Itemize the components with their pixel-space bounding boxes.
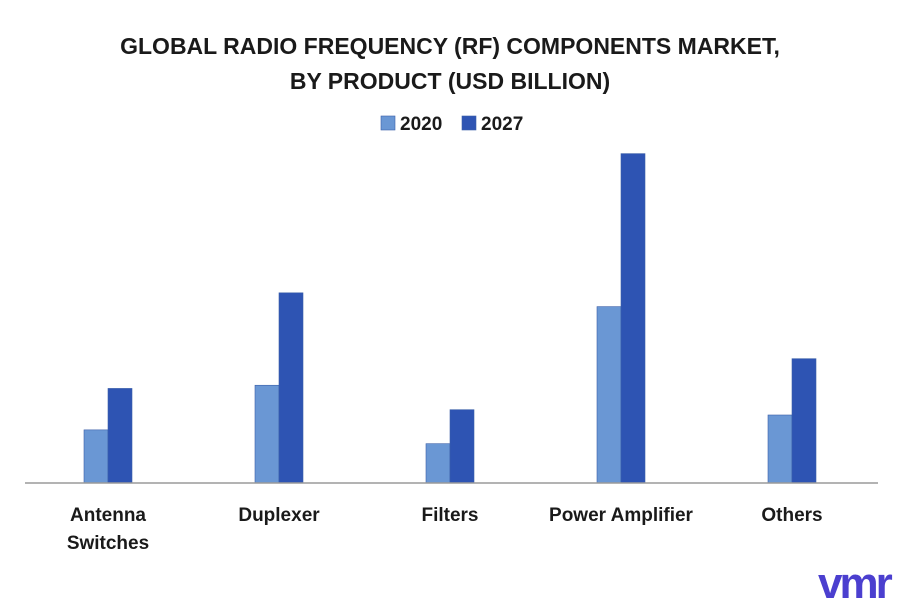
chart-title-line-1: GLOBAL RADIO FREQUENCY (RF) COMPONENTS M… xyxy=(120,33,780,59)
legend-label-2020: 2020 xyxy=(400,114,442,135)
bar-2020-0 xyxy=(83,429,109,484)
bar-2020-1 xyxy=(254,384,280,484)
legend-label-2027: 2027 xyxy=(481,114,523,135)
bar-2027-4 xyxy=(791,358,817,484)
bar-2027-0 xyxy=(107,388,133,484)
category-label-1-0: Duplexer xyxy=(238,505,320,526)
category-label-2-0: Filters xyxy=(421,505,478,526)
logo-wordmark: vmr xyxy=(818,559,893,608)
bar-2027-2 xyxy=(449,409,475,484)
bar-2020-3 xyxy=(596,306,622,484)
bar-2020-2 xyxy=(425,443,451,484)
category-label-3-0: Power Amplifier xyxy=(549,505,694,526)
category-label-0-1: Switches xyxy=(67,533,149,554)
legend-swatch-2020 xyxy=(380,115,396,131)
category-label-4-0: Others xyxy=(761,505,822,526)
chart-title-line-2: BY PRODUCT (USD BILLION) xyxy=(290,68,610,94)
category-labels: Antenna Switches Duplexer Filters Power Ampl… xyxy=(67,505,823,554)
legend: 2020 2027 xyxy=(380,114,523,135)
bars-group xyxy=(83,153,817,484)
bar-2020-4 xyxy=(767,414,793,484)
vmr-logo: vmr xyxy=(818,559,896,608)
chart-title: GLOBAL RADIO FREQUENCY (RF) COMPONENTS M… xyxy=(120,33,780,94)
category-label-0-0: Antenna xyxy=(70,505,146,526)
legend-swatch-2027 xyxy=(461,115,477,131)
bar-2027-1 xyxy=(278,292,304,484)
bar-2027-3 xyxy=(620,153,646,484)
